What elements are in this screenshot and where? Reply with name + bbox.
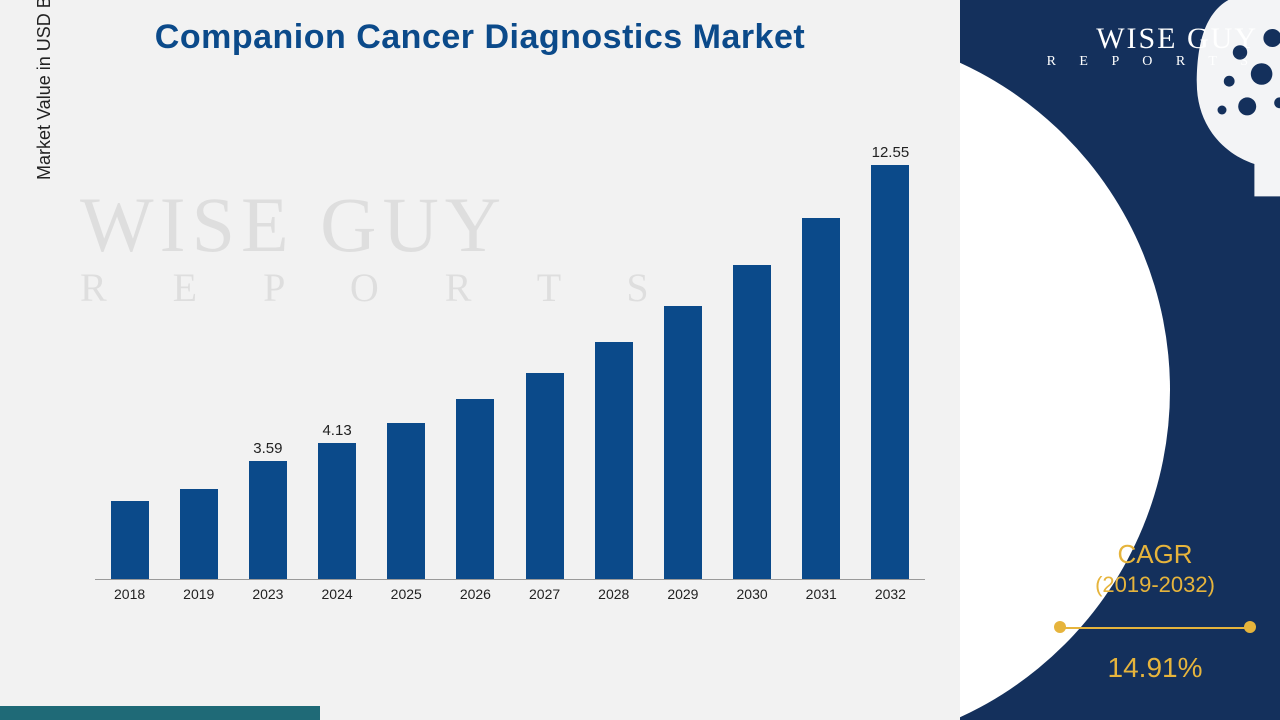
- brand-logo: WISE GUY R E P O R T S: [1047, 22, 1258, 70]
- x-tick-label: 2026: [456, 586, 494, 602]
- x-tick-label: 2023: [249, 586, 287, 602]
- bar-2028: 2028: [595, 150, 633, 580]
- bar-2029: 2029: [664, 150, 702, 580]
- bar-2031: 2031: [802, 150, 840, 580]
- cagr-period: (2019-2032): [1030, 572, 1280, 598]
- bar-rect: [664, 306, 702, 580]
- bar-2025: 2025: [387, 150, 425, 580]
- stage: WISE GUY R E P O R T S Companion Cancer …: [0, 0, 1280, 720]
- bar-rect: [871, 165, 909, 580]
- x-tick-label: 2031: [802, 586, 840, 602]
- bar-rect: [387, 423, 425, 580]
- x-tick-label: 2032: [871, 586, 909, 602]
- bar-value-label: 3.59: [249, 440, 287, 457]
- x-axis-line: [95, 579, 925, 580]
- right-panel: WISE GUY R E P O R T S CAGR (2019-2032) …: [960, 0, 1280, 720]
- bar-value-label: 12.55: [871, 144, 909, 161]
- cagr-block: CAGR (2019-2032) 14.91%: [1030, 539, 1280, 684]
- bar-2026: 2026: [456, 150, 494, 580]
- cagr-dot-right-icon: [1244, 621, 1256, 633]
- bar-2030: 2030: [733, 150, 771, 580]
- x-tick-label: 2018: [111, 586, 149, 602]
- cagr-divider: [1060, 612, 1250, 642]
- bar-2023: 20233.59: [249, 150, 287, 580]
- x-tick-label: 2025: [387, 586, 425, 602]
- cagr-value: 14.91%: [1030, 652, 1280, 684]
- bar-rect: [180, 489, 218, 580]
- x-tick-label: 2028: [595, 586, 633, 602]
- x-tick-label: 2029: [664, 586, 702, 602]
- bar-rect: [733, 265, 771, 580]
- x-tick-label: 2027: [526, 586, 564, 602]
- chart-title: Companion Cancer Diagnostics Market: [0, 18, 960, 57]
- bar-rect: [595, 342, 633, 580]
- bar-rect: [111, 501, 149, 580]
- bar-2018: 2018: [111, 150, 149, 580]
- x-tick-label: 2019: [180, 586, 218, 602]
- bar-rect: [318, 443, 356, 580]
- cagr-title: CAGR: [1030, 539, 1280, 570]
- logo-head-icon: [1168, 0, 1280, 202]
- x-tick-label: 2030: [733, 586, 771, 602]
- cagr-dot-left-icon: [1054, 621, 1066, 633]
- bar-rect: [526, 373, 564, 580]
- bars-container: 2018 2019 20233.59 20244.13 2025 2026 2027 2028…: [95, 150, 925, 580]
- x-tick-label: 2024: [318, 586, 356, 602]
- y-axis-label: Market Value in USD Billion: [34, 0, 55, 180]
- bar-rect: [249, 461, 287, 580]
- bar-value-label: 4.13: [318, 422, 356, 439]
- bar-2032: 203212.55: [871, 150, 909, 580]
- bar-2019: 2019: [180, 150, 218, 580]
- bar-rect: [802, 218, 840, 580]
- bottom-accent-bar: [0, 706, 320, 720]
- bar-2027: 2027: [526, 150, 564, 580]
- bar-chart: 2018 2019 20233.59 20244.13 2025 2026 2027 2028…: [95, 150, 925, 580]
- bar-2024: 20244.13: [318, 150, 356, 580]
- bar-rect: [456, 399, 494, 580]
